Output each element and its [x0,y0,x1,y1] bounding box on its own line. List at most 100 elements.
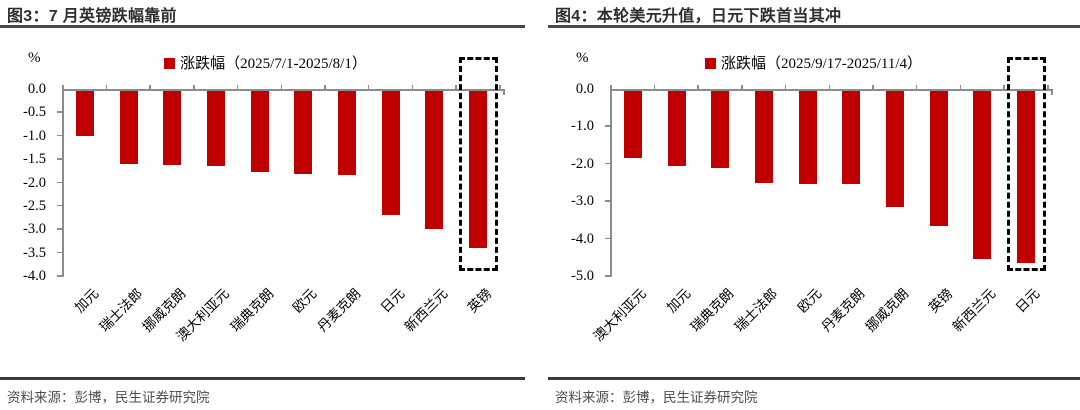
bar-新西兰元 [425,91,444,230]
x-axis-label: 瑞典克朗 [227,285,277,335]
figure4-source-note: 资料来源：彭博，民生证券研究院 [555,390,758,405]
y-axis-tick [57,158,62,160]
y-axis-tick-label: -1.0 [23,127,46,144]
x-axis-label: 丹麦克朗 [818,285,868,335]
figure3-y-axis-unit: % [28,50,41,66]
y-axis [62,89,64,277]
x-axis-label: 挪威克朗 [862,285,912,335]
x-axis-tick [653,85,656,89]
x-axis-tick [367,85,370,89]
figure3-source-note: 资料来源：彭博，民生证券研究院 [7,390,210,405]
y-axis-tick-label: -4.0 [571,230,594,247]
bar-瑞典克朗 [711,91,730,168]
figure4-legend: 涨跌幅（2025/9/17-2025/11/4） [611,52,1016,73]
bar-日元 [1017,91,1036,263]
x-axis-label: 日元 [377,285,408,316]
x-axis-label: 英镑 [464,285,495,316]
bar-新西兰元 [973,91,992,260]
x-axis-tick [959,85,962,89]
bar-欧元 [294,91,313,175]
x-axis-label: 欧元 [290,285,320,316]
x-axis-label: 新西兰元 [950,285,999,335]
x-axis-label: 瑞士法郎 [96,285,145,335]
y-axis-tick [57,181,62,183]
x-axis-tick [193,85,195,89]
x-axis-label: 英镑 [925,285,956,316]
figure3-source-rule [0,377,525,380]
legend-swatch-icon [164,58,176,69]
y-axis-tick-label: -1.0 [571,118,594,135]
y-axis-tick-label: -1.5 [23,151,46,168]
y-axis-tick [57,275,62,277]
x-axis-label: 欧元 [794,285,825,316]
bar-澳大利亚元 [623,91,642,159]
bar-挪威克朗 [163,91,182,165]
figure4-y-axis-unit: % [576,50,589,66]
figure3-chart: 0.0 -0.5 -1.0 -1.5 -2.0 -2.5 -3.0 -3.5 -4.0 加元 瑞士法… [0,0,525,410]
y-axis-tick-label: -0.5 [23,104,46,121]
y-axis-tick [57,251,62,254]
y-axis-tick-label: -3.0 [23,221,46,238]
legend-swatch-icon [704,58,716,69]
figure3-panel: 图3：7 月英镑跌幅靠前 % 涨跌幅（2025/7/1-2025/8/1） 0.… [0,0,525,410]
x-axis-tick [324,85,326,89]
x-axis-label: 新西兰元 [402,285,451,335]
y-axis-tick [57,134,62,137]
bar-英镑 [929,91,948,226]
y-axis-tick [605,237,610,240]
figure4-source-rule [548,377,1080,380]
x-axis-tick [62,85,64,89]
figure4-panel: 图4：本轮美元升值，日元下跌首当其冲 % 涨跌幅（2025/9/17-2025/… [548,0,1080,410]
x-axis-tick [915,85,918,89]
bar-加元 [75,91,94,136]
x-axis-label: 加元 [71,285,102,316]
y-axis-tick-label: -3.5 [23,244,46,261]
bar-瑞典克朗 [250,91,269,173]
figure4-chart: 0.0 -1.0 -2.0 -3.0 -4.0 -5.0 澳大利亚元 加元 瑞典克朗 瑞士法郎 欧元… [548,0,1080,410]
bar-瑞士法郎 [754,91,773,183]
y-axis-tick-label: -4.0 [23,268,46,284]
figure4-title-rule [548,25,1080,28]
x-axis [610,89,1053,91]
y-axis-tick [57,111,62,113]
x-axis-tick [1047,85,1049,89]
bar-澳大利亚元 [206,91,225,167]
y-axis-tick-label: -2.5 [23,197,46,214]
x-axis-label: 瑞典克朗 [687,285,737,335]
x-axis-tick [828,85,830,89]
x-axis [62,89,505,91]
y-axis-tick-label: -3.0 [571,193,594,210]
x-axis-tick [1003,85,1005,89]
y-axis-tick-label: 0.0 [27,81,46,97]
y-axis-tick [605,162,610,165]
y-axis-tick [605,125,610,127]
x-axis-tick [280,85,282,89]
x-axis-tick [455,85,457,89]
x-axis-label: 澳大利亚元 [590,285,650,345]
y-axis-tick [605,275,610,277]
x-axis-tick [149,85,151,89]
y-axis-tick-label: -2.0 [23,174,46,191]
x-axis-tick [499,85,501,89]
x-axis-label: 日元 [1012,285,1043,316]
x-axis-end-tick [503,91,505,95]
x-axis-tick [872,85,874,89]
highlight-box [1006,57,1046,271]
x-axis-tick [411,85,414,89]
x-axis-tick [741,85,743,89]
y-axis-tick-label: -2.0 [571,155,594,172]
y-axis [610,89,612,277]
bar-挪威克朗 [886,91,905,207]
bar-日元 [381,91,400,216]
y-axis-tick [605,200,610,202]
bar-加元 [667,91,686,166]
bar-英镑 [469,91,488,248]
figure4-title: 图4：本轮美元升值，日元下跌首当其冲 [555,8,842,25]
y-axis-tick [57,228,62,230]
figure3-legend-label: 涨跌幅（2025/7/1-2025/8/1） [180,56,367,72]
bar-丹麦克朗 [842,91,861,185]
y-axis-tick-label: -5.0 [571,268,594,284]
x-axis-tick [236,85,239,89]
highlight-box [458,57,498,271]
